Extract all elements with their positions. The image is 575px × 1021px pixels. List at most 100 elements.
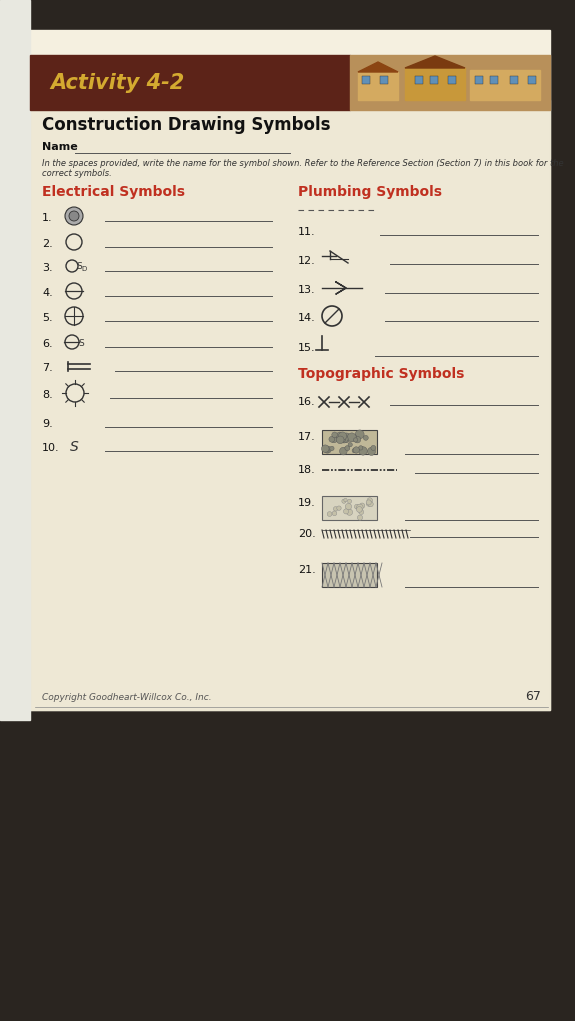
Circle shape <box>352 434 356 439</box>
Text: 14.: 14. <box>298 313 316 323</box>
Text: Name: Name <box>42 142 78 152</box>
Circle shape <box>356 506 362 513</box>
Text: correct symbols.: correct symbols. <box>42 169 112 178</box>
Bar <box>448 76 456 84</box>
Bar <box>528 76 536 84</box>
Circle shape <box>359 503 365 508</box>
Circle shape <box>336 436 344 444</box>
Text: 9.: 9. <box>42 419 53 429</box>
Circle shape <box>346 509 352 516</box>
Circle shape <box>324 448 329 453</box>
Circle shape <box>347 433 356 442</box>
Text: 3.: 3. <box>42 263 53 273</box>
Circle shape <box>345 445 350 450</box>
Circle shape <box>332 510 337 516</box>
Circle shape <box>324 446 331 453</box>
Text: Plumbing Symbols: Plumbing Symbols <box>298 185 442 199</box>
Circle shape <box>342 499 346 503</box>
Text: S: S <box>76 262 82 271</box>
Polygon shape <box>405 56 465 68</box>
Text: 7.: 7. <box>42 363 53 373</box>
Text: 21.: 21. <box>298 565 316 575</box>
Text: S: S <box>78 339 84 348</box>
Circle shape <box>65 207 83 225</box>
Text: 5.: 5. <box>42 313 53 323</box>
Circle shape <box>339 436 346 442</box>
Circle shape <box>321 445 329 452</box>
Text: In the spaces provided, write the name for the symbol shown. Refer to the Refere: In the spaces provided, write the name f… <box>42 159 564 168</box>
Circle shape <box>343 433 350 439</box>
Text: Copyright Goodheart-Willcox Co., Inc.: Copyright Goodheart-Willcox Co., Inc. <box>42 693 212 702</box>
Circle shape <box>359 446 363 450</box>
Circle shape <box>368 501 373 506</box>
Circle shape <box>363 435 368 440</box>
Circle shape <box>358 515 363 520</box>
Circle shape <box>343 436 350 443</box>
Text: 20.: 20. <box>298 529 316 539</box>
Circle shape <box>359 509 364 515</box>
Circle shape <box>367 498 373 503</box>
Text: 16.: 16. <box>298 397 316 407</box>
Circle shape <box>367 447 375 455</box>
Bar <box>490 76 498 84</box>
Circle shape <box>352 448 356 453</box>
Text: 4.: 4. <box>42 288 53 298</box>
Circle shape <box>332 432 338 438</box>
Text: Electrical Symbols: Electrical Symbols <box>42 185 185 199</box>
Bar <box>415 76 423 84</box>
Circle shape <box>348 442 352 447</box>
Bar <box>0 0 30 720</box>
Circle shape <box>366 501 371 506</box>
Circle shape <box>347 499 351 503</box>
Bar <box>30 100 550 710</box>
Text: 17.: 17. <box>298 432 316 442</box>
Bar <box>322 563 377 587</box>
Circle shape <box>343 508 348 514</box>
Circle shape <box>354 438 358 442</box>
Text: 11.: 11. <box>298 227 316 237</box>
Bar <box>380 76 388 84</box>
Text: D: D <box>81 266 86 272</box>
Text: Construction Drawing Symbols: Construction Drawing Symbols <box>42 116 331 134</box>
Text: Topographic Symbols: Topographic Symbols <box>298 367 465 381</box>
Bar <box>30 30 550 710</box>
Text: 10.: 10. <box>42 443 60 453</box>
Circle shape <box>336 432 344 439</box>
Circle shape <box>329 446 334 450</box>
Circle shape <box>327 512 332 517</box>
Bar <box>430 76 438 84</box>
Circle shape <box>69 211 79 221</box>
Bar <box>350 55 550 110</box>
Circle shape <box>359 446 367 455</box>
Bar <box>510 76 518 84</box>
Text: 2.: 2. <box>42 239 53 249</box>
Circle shape <box>354 436 361 443</box>
Circle shape <box>356 504 363 510</box>
Polygon shape <box>358 62 398 72</box>
Circle shape <box>344 498 347 501</box>
Bar <box>358 72 398 100</box>
Circle shape <box>354 504 359 509</box>
Text: 67: 67 <box>525 690 541 703</box>
Circle shape <box>331 436 338 443</box>
Text: S: S <box>70 440 79 454</box>
Circle shape <box>366 500 371 505</box>
Text: 18.: 18. <box>298 465 316 475</box>
Text: 19.: 19. <box>298 498 316 508</box>
Text: Activity 4-2: Activity 4-2 <box>50 72 184 93</box>
Text: 15.: 15. <box>298 343 316 353</box>
Text: 12.: 12. <box>298 256 316 266</box>
Bar <box>405 68 465 100</box>
Bar <box>322 496 377 520</box>
Bar <box>470 70 540 100</box>
Circle shape <box>334 506 338 512</box>
Circle shape <box>339 447 347 455</box>
Bar <box>30 55 350 110</box>
Circle shape <box>337 506 341 510</box>
Circle shape <box>339 432 347 440</box>
Text: 1.: 1. <box>42 213 53 223</box>
Circle shape <box>353 447 359 453</box>
Text: 13.: 13. <box>298 285 316 295</box>
Circle shape <box>352 435 357 439</box>
Circle shape <box>345 503 352 509</box>
